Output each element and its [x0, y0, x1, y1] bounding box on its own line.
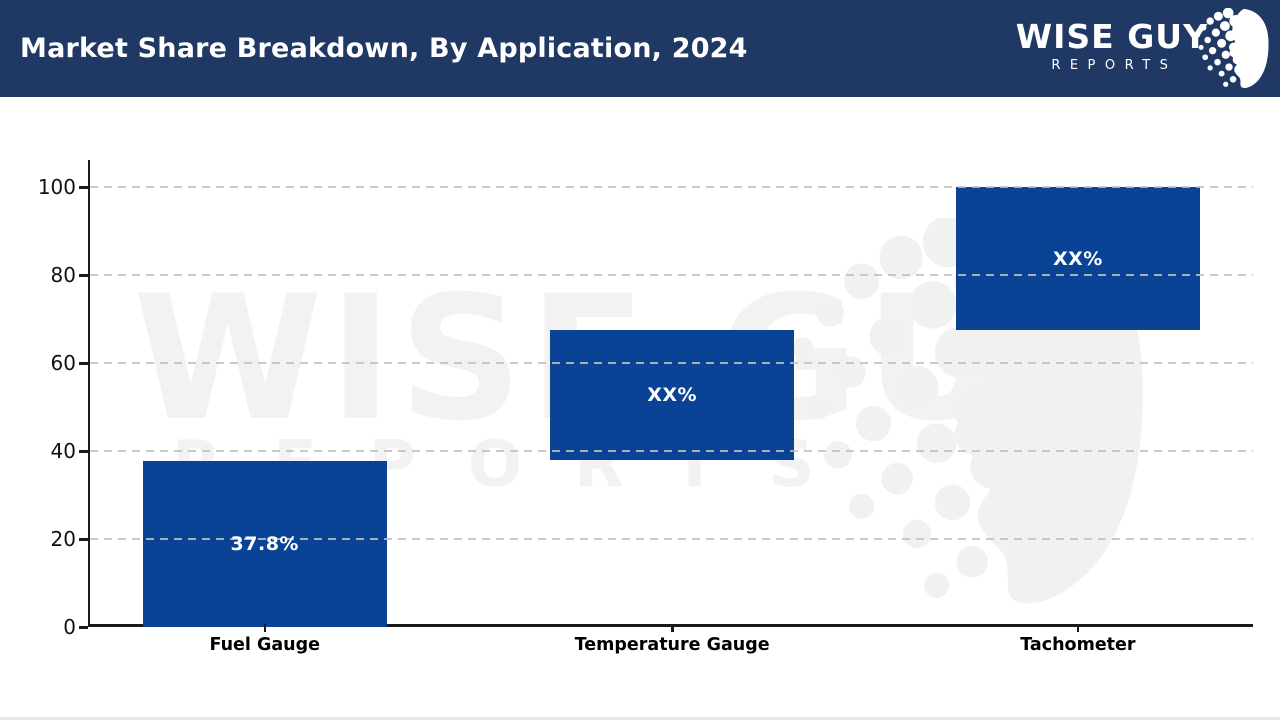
y-axis-tick-mark [79, 274, 88, 277]
brand-face-icon [1188, 8, 1270, 90]
y-axis-tick-label: 0 [63, 615, 76, 639]
bar [142, 460, 387, 627]
page-header: Market Share Breakdown, By Application, … [0, 0, 1280, 97]
bar [550, 330, 795, 461]
category-label: Temperature Gauge [574, 635, 770, 655]
bar [955, 187, 1200, 330]
brand-name: WISE GUY [1015, 17, 1208, 56]
bar-value-label: XX% [647, 384, 698, 407]
bar-value-label: 37.8% [230, 532, 299, 555]
gridline [90, 274, 1253, 276]
y-axis-tick-label: 40 [50, 439, 76, 463]
bottom-divider [0, 717, 1280, 720]
y-axis-tick-label: 80 [50, 263, 76, 287]
x-axis-tick-mark [1076, 624, 1080, 632]
y-axis-tick-mark [79, 186, 88, 189]
gridline [90, 186, 1253, 188]
category-label: Fuel Gauge [209, 635, 321, 655]
y-axis-tick-label: 20 [50, 527, 76, 551]
y-axis-tick-label: 100 [37, 175, 76, 199]
brand-subname: REPORTS [1051, 58, 1178, 73]
page-title: Market Share Breakdown, By Application, … [20, 33, 748, 64]
y-axis-tick-mark [79, 626, 88, 629]
brand-logo: WISE GUY REPORTS [1010, 5, 1268, 92]
bar-value-label: XX% [1052, 247, 1103, 270]
gridline [90, 538, 1253, 540]
y-axis-tick-mark [79, 362, 88, 365]
gridline [90, 362, 1253, 364]
category-label: Tachometer [1020, 635, 1136, 655]
y-axis-tick-label: 60 [50, 351, 76, 375]
y-axis-tick-mark [79, 538, 88, 541]
x-axis-tick-mark [671, 624, 674, 632]
y-axis-tick-mark [79, 450, 88, 453]
plot-area: 0 20 40 60 80 100 37.8% Fuel Gauge XX% Temperatur… [38, 160, 1253, 655]
x-axis-tick-mark [263, 624, 267, 632]
gridline [90, 450, 1253, 452]
brand-logo-text: WISE GUY REPORTS [1015, 17, 1208, 74]
